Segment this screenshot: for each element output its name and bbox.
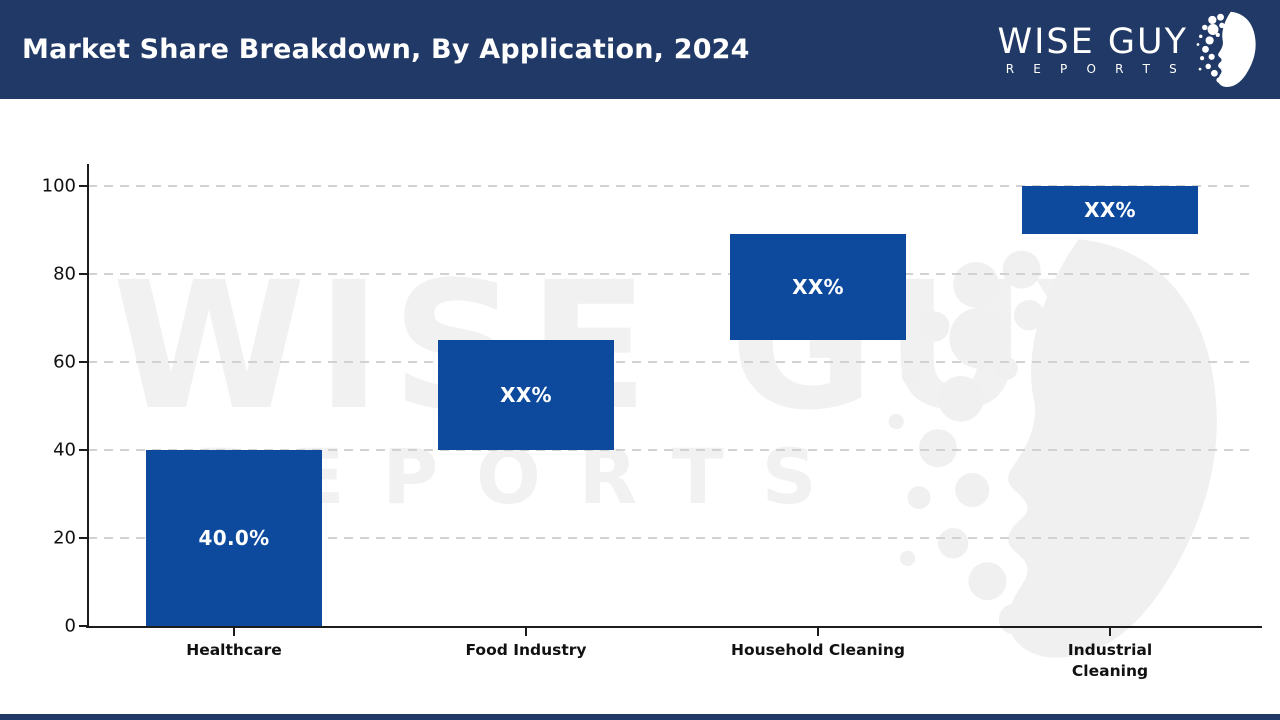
logo-wordmark: WISE GUY bbox=[997, 21, 1188, 62]
y-tick-80 bbox=[79, 273, 87, 275]
y-tick-label-40: 40 bbox=[53, 439, 76, 461]
y-tick-label-0: 0 bbox=[64, 615, 76, 637]
y-tick-label-20: 20 bbox=[53, 527, 76, 549]
x-category-label-3: Industrial Cleaning bbox=[1067, 641, 1153, 680]
y-tick-40 bbox=[79, 449, 87, 451]
page-title: Market Share Breakdown, By Application, … bbox=[22, 34, 750, 65]
x-category-label-0: Healthcare bbox=[186, 641, 282, 659]
gridline-40 bbox=[88, 449, 1256, 451]
y-tick-0 bbox=[79, 625, 87, 627]
gridline-20 bbox=[88, 537, 1256, 539]
logo-head-icon bbox=[1196, 11, 1256, 87]
x-category-label-2: Household Cleaning bbox=[730, 641, 906, 659]
watermark-head-icon bbox=[888, 239, 1217, 658]
y-tick-60 bbox=[79, 361, 87, 363]
y-tick-label-80: 80 bbox=[53, 263, 76, 285]
y-tick-100 bbox=[79, 185, 87, 187]
y-tick-20 bbox=[79, 537, 87, 539]
x-tick-1 bbox=[525, 628, 527, 636]
x-category-label-1: Food Industry bbox=[465, 641, 587, 659]
wise-guy-reports-logo: WISE GUY R E P O R T S bbox=[997, 9, 1262, 91]
bar-value-label: 40.0% bbox=[198, 526, 270, 550]
y-axis-line bbox=[87, 164, 89, 628]
chart-canvas: WISE GUY REPORTS 0 20 40 60 80 100 40.0% XX% XX%… bbox=[0, 99, 1280, 715]
bar-industrial-cleaning: XX% bbox=[1022, 186, 1198, 235]
bar-value-label: XX% bbox=[1084, 198, 1136, 223]
x-tick-2 bbox=[817, 628, 819, 636]
bar-value-label: XX% bbox=[792, 275, 844, 300]
header-bar: Market Share Breakdown, By Application, … bbox=[0, 0, 1280, 99]
footer-bar bbox=[0, 714, 1280, 720]
bar-household-cleaning: XX% bbox=[730, 234, 906, 340]
gridline-80 bbox=[88, 273, 1256, 275]
gridline-60 bbox=[88, 361, 1256, 363]
y-tick-label-100: 100 bbox=[41, 175, 76, 197]
bar-food-industry: XX% bbox=[438, 340, 614, 450]
bar-value-label: XX% bbox=[500, 383, 552, 407]
bar-healthcare: 40.0% bbox=[146, 450, 322, 626]
x-axis-line bbox=[86, 626, 1262, 628]
logo-subtitle: R E P O R T S bbox=[1005, 61, 1186, 76]
logo-text: WISE GUY R E P O R T S bbox=[997, 24, 1188, 76]
x-tick-3 bbox=[1109, 628, 1111, 636]
x-tick-0 bbox=[233, 628, 235, 636]
gridline-100 bbox=[88, 185, 1256, 187]
y-tick-label-60: 60 bbox=[53, 351, 76, 373]
